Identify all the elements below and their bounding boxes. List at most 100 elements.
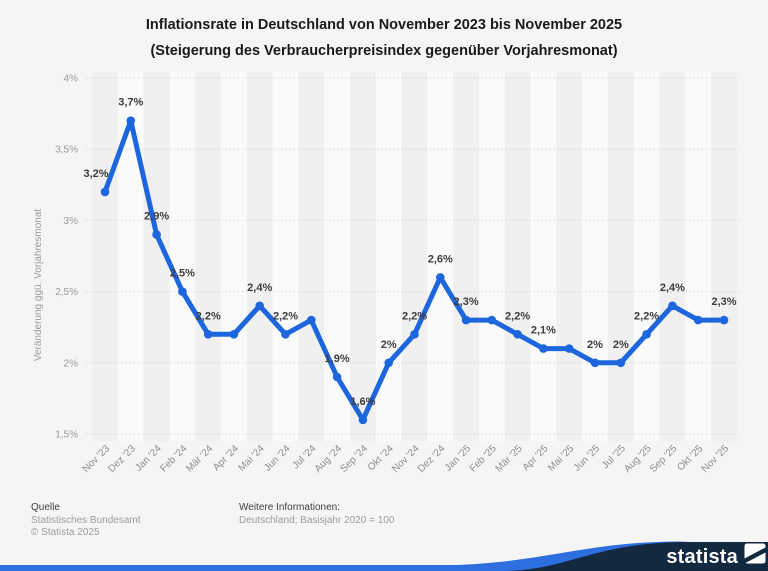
data-point-label: 1,6% — [350, 396, 375, 408]
source-name: Statistisches Bundesamt — [31, 514, 141, 526]
x-tick-label: Mai '24 — [236, 443, 267, 474]
statista-logo-icon — [744, 543, 766, 564]
data-point-label: 2,2% — [402, 310, 427, 322]
data-point-label: 2,4% — [247, 282, 272, 294]
x-tick-label: Nov '25 — [700, 443, 732, 475]
data-point — [539, 344, 548, 353]
x-tick-label: Nov '23 — [81, 443, 113, 475]
data-point-label: 2,2% — [196, 310, 221, 322]
x-tick-label: Aug '24 — [313, 443, 345, 475]
plot-band — [685, 72, 712, 441]
plot-band — [453, 72, 479, 441]
data-point-label: 1,9% — [325, 353, 350, 365]
data-point — [719, 315, 729, 325]
copyright-note: © Statista 2025 — [31, 527, 100, 538]
info-text: Deutschland; Basisjahr 2020 = 100 — [239, 514, 395, 526]
data-point-label: 2,2% — [634, 310, 659, 322]
banner-navy-shape — [500, 542, 768, 571]
y-tick-label: 3,5% — [55, 145, 78, 156]
x-tick-label: Dez '23 — [106, 443, 138, 475]
plot-band — [659, 72, 686, 441]
x-tick-label: Dez '24 — [416, 443, 448, 475]
banner-bottom-strip — [0, 565, 768, 571]
plot-band — [169, 72, 196, 441]
data-point-label: 2,2% — [505, 310, 530, 322]
data-point-label: 2,3% — [454, 296, 479, 308]
info-label: Weitere Informationen: — [239, 502, 340, 513]
data-point-label: 2% — [587, 339, 603, 351]
data-point — [255, 301, 264, 311]
x-tick-label: Sep '24 — [338, 443, 370, 475]
x-tick-label: Apr '25 — [521, 443, 551, 473]
plot-band — [221, 72, 247, 441]
data-point-label: 2% — [613, 339, 629, 351]
plot-band — [401, 72, 428, 441]
data-point — [436, 273, 445, 282]
info-block: Weitere Informationen: Deutschland; Basi… — [239, 502, 394, 527]
data-point-label: 3,2% — [83, 168, 108, 180]
data-point-label: 2,9% — [144, 211, 169, 223]
plot-band — [582, 72, 608, 441]
plot-band — [298, 72, 325, 441]
x-tick-label: Nov '24 — [390, 443, 422, 475]
plot-band — [633, 72, 660, 441]
y-tick-label: 1,5% — [55, 430, 78, 441]
plot-band — [504, 72, 531, 441]
data-point — [668, 301, 677, 311]
plot-band — [117, 72, 144, 441]
x-tick-label: Jun '24 — [262, 443, 293, 474]
data-point-label: 2,1% — [531, 325, 556, 337]
data-point — [693, 315, 703, 325]
x-tick-label: Feb '25 — [468, 443, 499, 474]
chart-title: Inflationsrate in Deutschland von Novemb… — [0, 12, 768, 64]
data-point — [332, 372, 342, 382]
y-tick-label: 4% — [64, 74, 79, 85]
data-point — [642, 330, 651, 339]
data-point — [203, 330, 213, 339]
plot-band — [530, 72, 557, 441]
plot-band — [246, 72, 273, 441]
x-tick-label: Mär '24 — [184, 443, 215, 474]
x-tick-label: Feb '24 — [158, 443, 189, 474]
data-point — [487, 315, 497, 325]
data-point — [564, 344, 574, 353]
data-point-label: 3,7% — [118, 97, 143, 109]
data-point — [358, 415, 368, 425]
data-point — [461, 315, 471, 325]
x-tick-label: Mai '25 — [546, 443, 577, 474]
data-point — [126, 116, 136, 125]
x-tick-label: Mär '25 — [494, 443, 525, 474]
plot-band — [92, 72, 118, 441]
source-block: Quelle Statistisches Bundesamt © Statist… — [31, 502, 141, 540]
data-point — [229, 330, 239, 339]
plot-band — [556, 72, 583, 441]
data-point — [178, 287, 187, 296]
data-point — [307, 315, 316, 325]
data-point — [281, 330, 290, 339]
data-point — [100, 187, 110, 197]
data-point-label: 2% — [381, 339, 397, 351]
chart-title-line1: Inflationsrate in Deutschland von Novemb… — [145, 17, 623, 33]
data-point — [384, 358, 394, 368]
x-tick-label: Sep '25 — [648, 443, 680, 475]
y-tick-label: 2% — [64, 358, 79, 369]
y-tick-label: 3% — [64, 216, 79, 227]
x-tick-label: Jun '25 — [572, 443, 603, 474]
data-point-label: 2,3% — [711, 296, 736, 308]
plot-band — [272, 72, 299, 441]
data-point — [152, 230, 161, 239]
data-point — [616, 358, 626, 368]
plot-band — [479, 72, 505, 441]
chart-title-line2: (Steigerung des Verbraucherpreisindex ge… — [150, 43, 618, 59]
x-tick-label: Aug '25 — [622, 443, 654, 475]
x-tick-label: Apr '24 — [211, 443, 241, 473]
y-axis-title: Veränderung ggü. Vorjahresmonat — [33, 209, 44, 362]
data-point-label: 2,5% — [170, 268, 195, 280]
plot-band — [711, 72, 737, 441]
data-point-label: 2,4% — [660, 282, 685, 294]
plot-band — [195, 72, 222, 441]
plot-band — [324, 72, 350, 441]
plot-band — [350, 72, 376, 441]
